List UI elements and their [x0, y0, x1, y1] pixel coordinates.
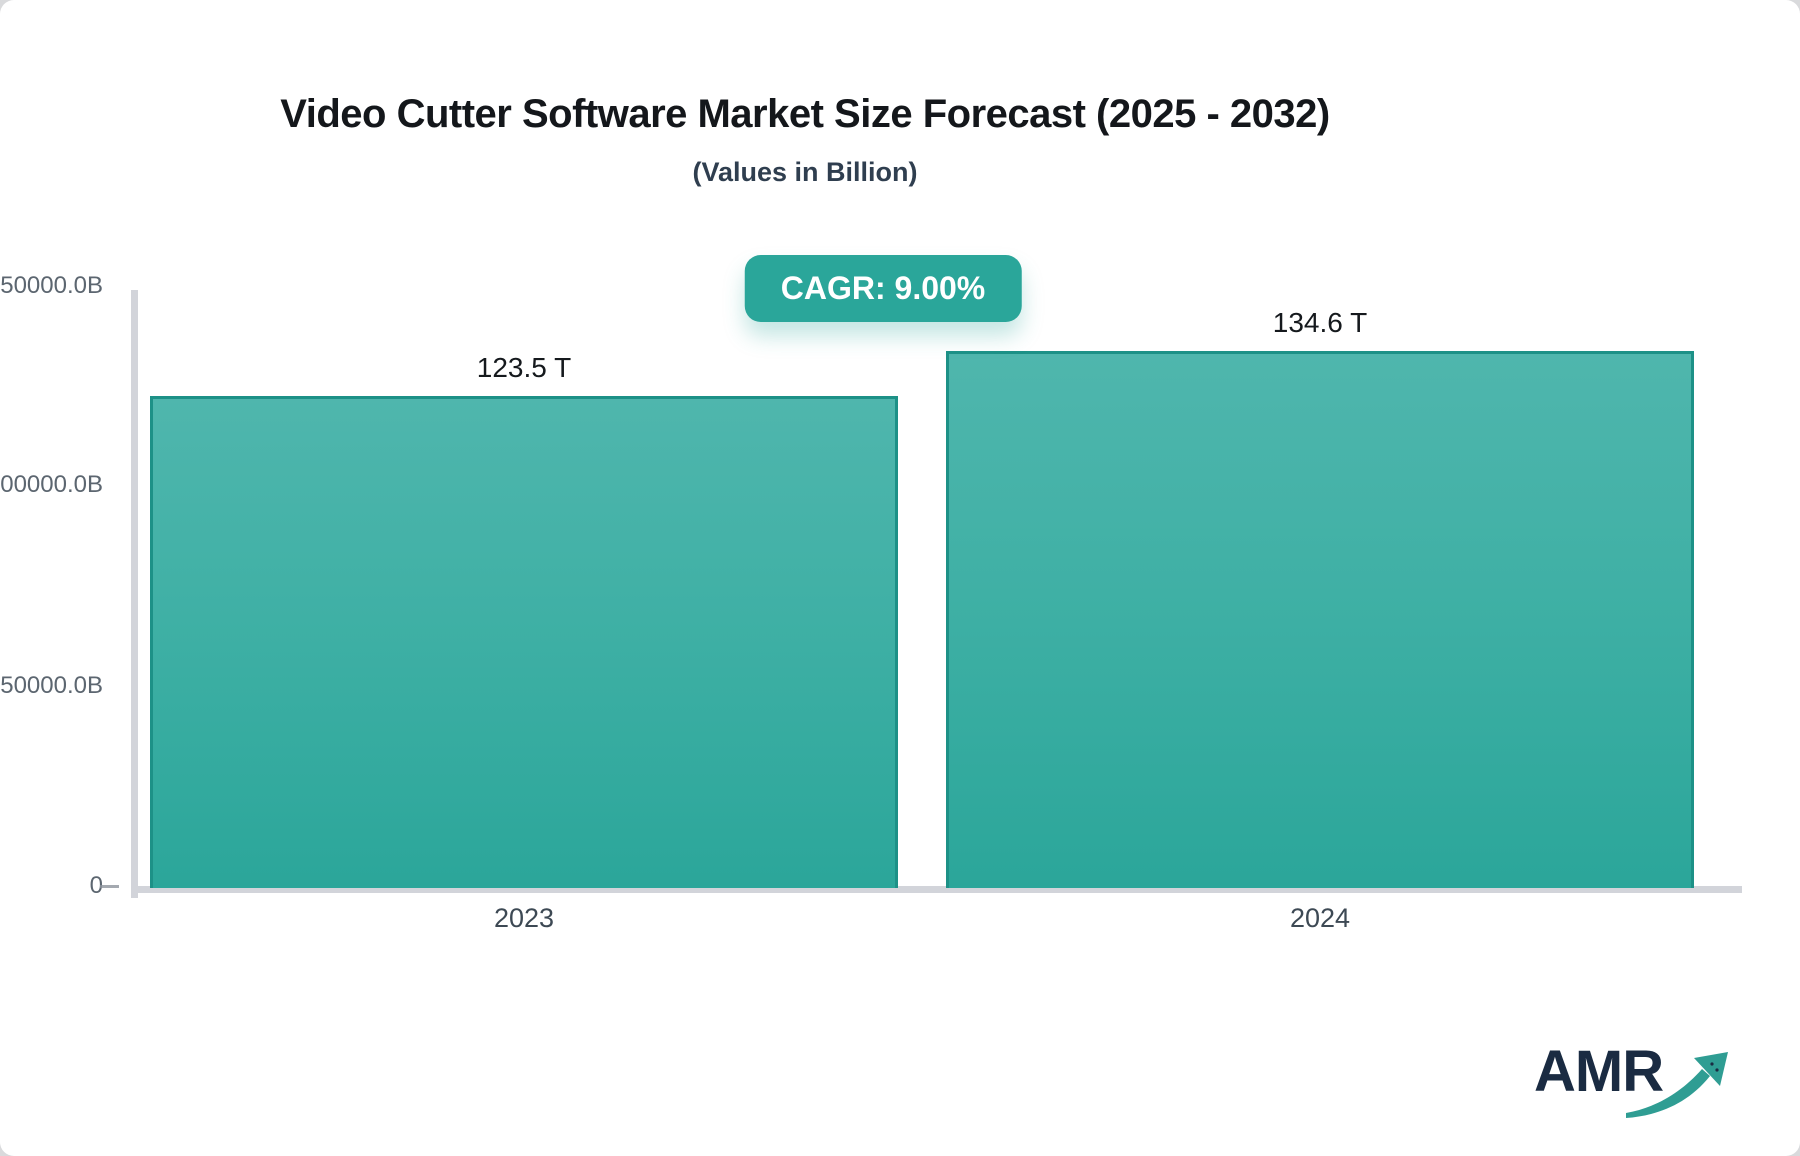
bar-value-label: 134.6 T	[1272, 307, 1368, 338]
amr-logo-text: AMR	[1534, 1039, 1664, 1104]
cagr-badge: CAGR: 9.00%	[744, 255, 1022, 322]
y-axis-line	[131, 290, 138, 898]
chart-subtitle: (Values in Billion)	[692, 157, 918, 187]
growth-arrow-icon	[1626, 1052, 1728, 1118]
bar-group-2023: 123.5 T	[150, 352, 898, 888]
plot-area: 123.5 T 134.6 T	[139, 290, 1742, 888]
amr-logo: AMR	[1528, 1032, 1728, 1122]
zero-tick-mark	[100, 885, 119, 888]
x-axis-line	[131, 886, 1742, 893]
x-tick-label-2024: 2024	[1289, 903, 1351, 933]
bar-group-2024: 134.6 T	[946, 307, 1694, 888]
bar-2024	[946, 351, 1694, 888]
y-tick-label: 100000.0B	[0, 471, 103, 498]
bar-value-label: 123.5 T	[476, 352, 572, 383]
y-tick-label: 50000.0B	[0, 672, 103, 699]
x-tick-label-2023: 2023	[493, 903, 555, 933]
chart-title: Video Cutter Software Market Size Foreca…	[280, 92, 1330, 136]
chart-header: Video Cutter Software Market Size Foreca…	[0, 92, 1610, 188]
y-tick-label: 150000.0B	[0, 272, 103, 299]
bar-2023	[150, 396, 898, 888]
y-tick-label: 0	[89, 872, 103, 899]
